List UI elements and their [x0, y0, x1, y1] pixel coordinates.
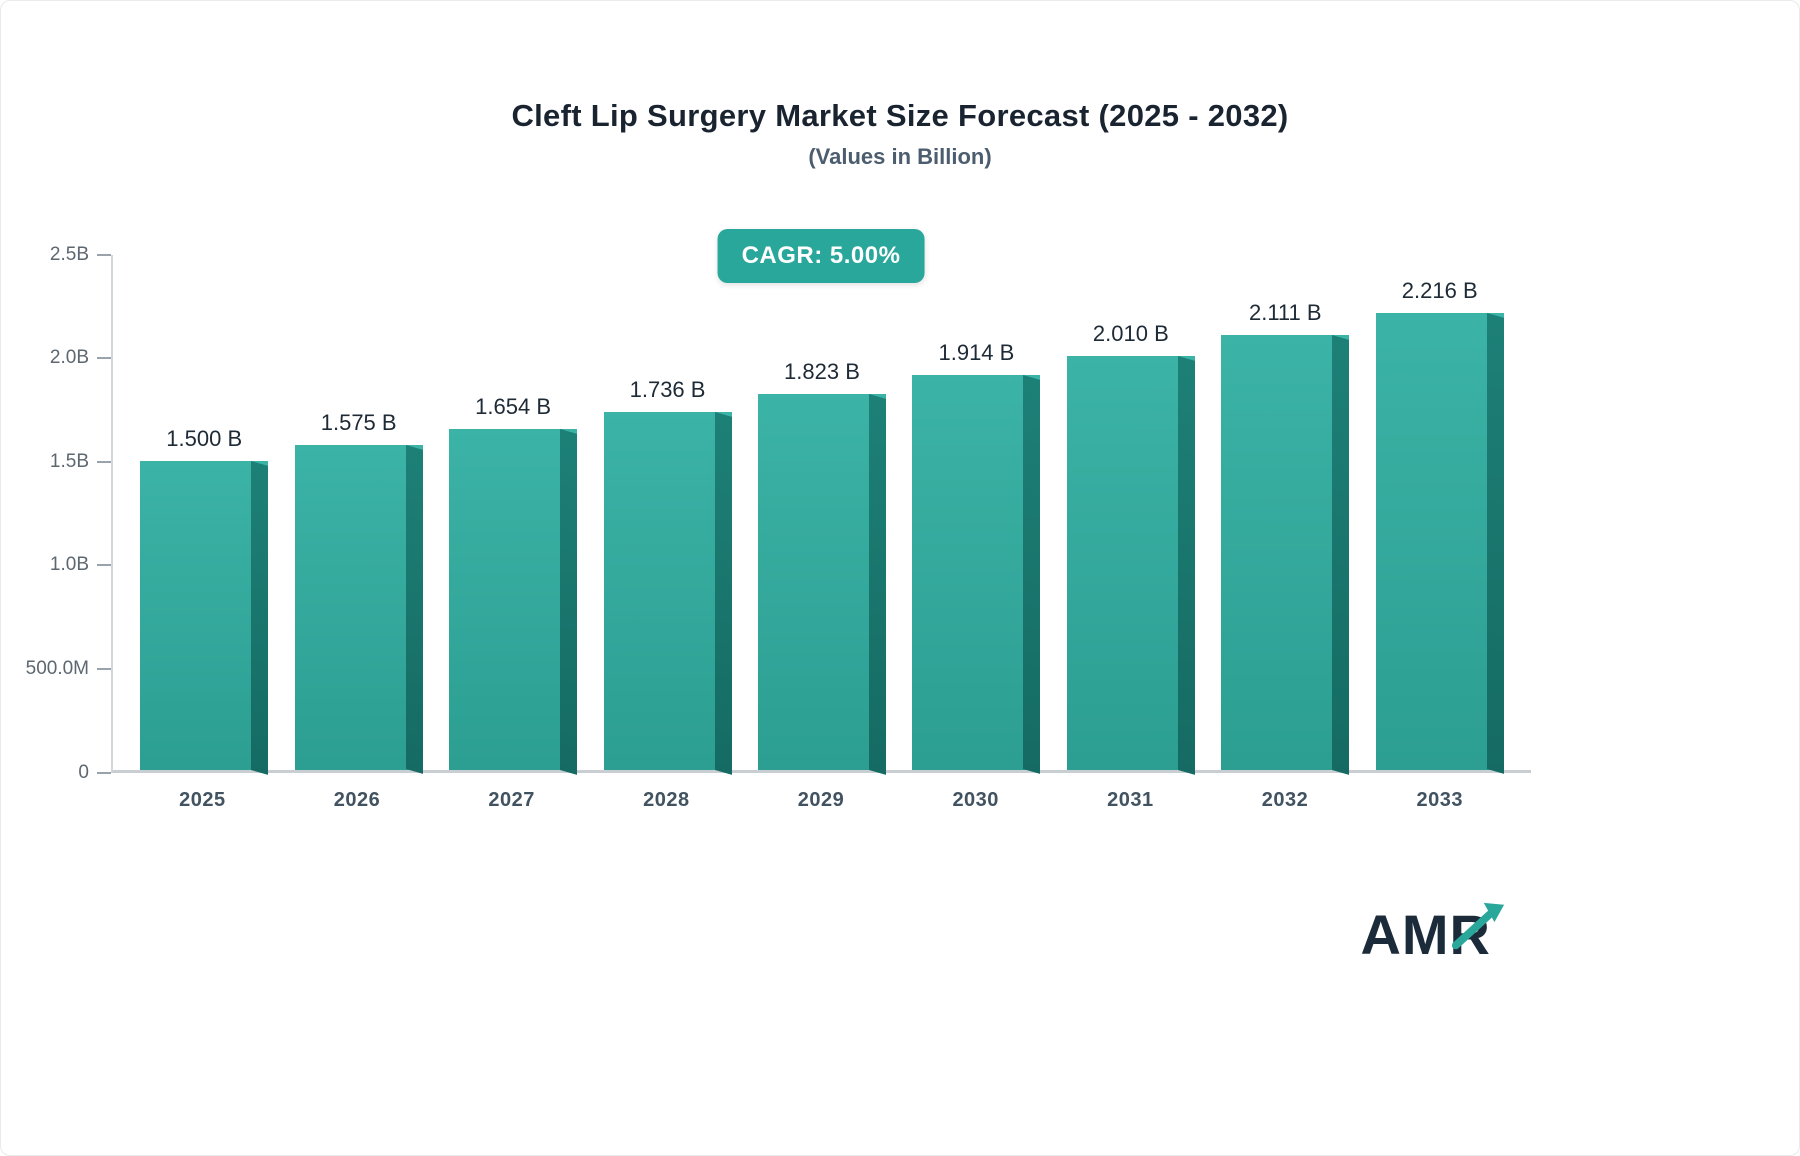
bar-chart: CAGR: 5.00% 2.5B 2.0B 1.5B 1.0B 500.0M 0 1.50… [11, 228, 1531, 812]
bar-side-face [251, 460, 269, 775]
cagr-badge: CAGR: 5.00% [717, 228, 925, 283]
x-axis-label: 2025 [179, 788, 226, 811]
bar-value-label: 1.500 B [166, 425, 243, 451]
bar [912, 375, 1041, 775]
bar-column: 2.010 B [1054, 320, 1208, 775]
y-axis-tick-mark [97, 771, 111, 774]
page-subtitle: (Values in Billion) [808, 144, 992, 170]
y-axis-tick: 1.5B [50, 451, 111, 473]
bar-side-face [1332, 334, 1350, 775]
logo-arrow-icon [1451, 902, 1505, 950]
y-axis-tick: 500.0M [26, 658, 111, 680]
y-axis-tick-label: 2.0B [49, 347, 89, 369]
bar [1066, 355, 1195, 775]
bar-value-label: 1.823 B [784, 359, 860, 385]
plot-area: 1.500 B 1.575 B 1.654 B 1.736 B 1.823 B 1.914… [111, 254, 1531, 775]
y-axis-tick: 2.0B [50, 347, 111, 369]
x-axis-label: 2030 [952, 788, 999, 811]
bar [757, 394, 886, 775]
bars-row: 1.500 B 1.575 B 1.654 B 1.736 B 1.823 B 1.914… [113, 255, 1531, 775]
bar-column: 1.500 B [127, 425, 281, 775]
page-title: Cleft Lip Surgery Market Size Forecast (… [511, 98, 1289, 133]
x-axis: 2025 2026 2027 2028 2029 2030 2031 2032 2033 [111, 789, 1531, 812]
bar-value-label: 1.736 B [629, 376, 706, 402]
bar-value-label: 2.010 B [1092, 320, 1169, 346]
y-axis-tick-mark [97, 460, 111, 463]
y-axis-tick-mark [97, 564, 111, 567]
bar [1221, 334, 1350, 775]
y-axis-tick-mark [97, 667, 111, 670]
y-axis-tick-label: 2.5B [49, 243, 89, 265]
x-axis-label: 2029 [797, 788, 845, 811]
bar-side-face [714, 411, 732, 775]
bar-side-face [1177, 355, 1195, 775]
bar-side-face [405, 445, 423, 775]
y-axis-tick: 1.0B [50, 554, 111, 576]
bar-value-label: 2.111 B [1248, 299, 1322, 325]
x-axis-label: 2028 [643, 788, 690, 811]
x-axis-label: 2032 [1261, 788, 1309, 811]
bar-column: 1.823 B [745, 359, 899, 775]
bar-value-label: 1.914 B [938, 340, 1015, 366]
bar-value-label: 1.575 B [320, 410, 397, 436]
bar-side-face [1023, 375, 1041, 775]
bar-column: 1.914 B [899, 340, 1053, 775]
bar [449, 428, 578, 775]
y-axis-tick-mark [97, 253, 111, 256]
plot-row: 2.5B 2.0B 1.5B 1.0B 500.0M 0 1.500 B 1.575 B 1.… [11, 244, 1531, 783]
bar [294, 445, 423, 775]
y-axis-tick-label: 1.5B [49, 450, 89, 472]
bar-column: 1.575 B [281, 410, 435, 775]
y-axis-tick-label: 0 [78, 761, 89, 783]
bar [140, 460, 269, 775]
y-axis-tick-mark [97, 357, 111, 360]
bar-column: 2.111 B [1208, 299, 1362, 775]
x-axis-label: 2026 [333, 788, 381, 811]
amr-logo: AMR [1360, 902, 1505, 967]
y-axis-tick-label: 500.0M [25, 657, 89, 679]
x-axis-label: 2031 [1107, 788, 1154, 811]
bar [1375, 313, 1504, 775]
x-axis-label: 2033 [1416, 788, 1463, 811]
y-axis-tick-label: 1.0B [49, 554, 89, 576]
bar-column: 1.736 B [590, 376, 744, 775]
y-axis-tick: 2.5B [50, 244, 111, 266]
bar-column: 2.216 B [1363, 278, 1517, 775]
bar-side-face [1486, 313, 1504, 775]
bar [603, 411, 732, 775]
y-axis: 2.5B 2.0B 1.5B 1.0B 500.0M 0 [11, 244, 111, 783]
bar-side-face [868, 394, 886, 775]
y-axis-tick: 0 [78, 762, 111, 784]
bar-side-face [560, 428, 578, 775]
bar-column: 1.654 B [436, 393, 590, 775]
bar-value-label: 2.216 B [1401, 278, 1478, 304]
bar-value-label: 1.654 B [475, 393, 552, 419]
x-axis-label: 2027 [488, 788, 535, 811]
